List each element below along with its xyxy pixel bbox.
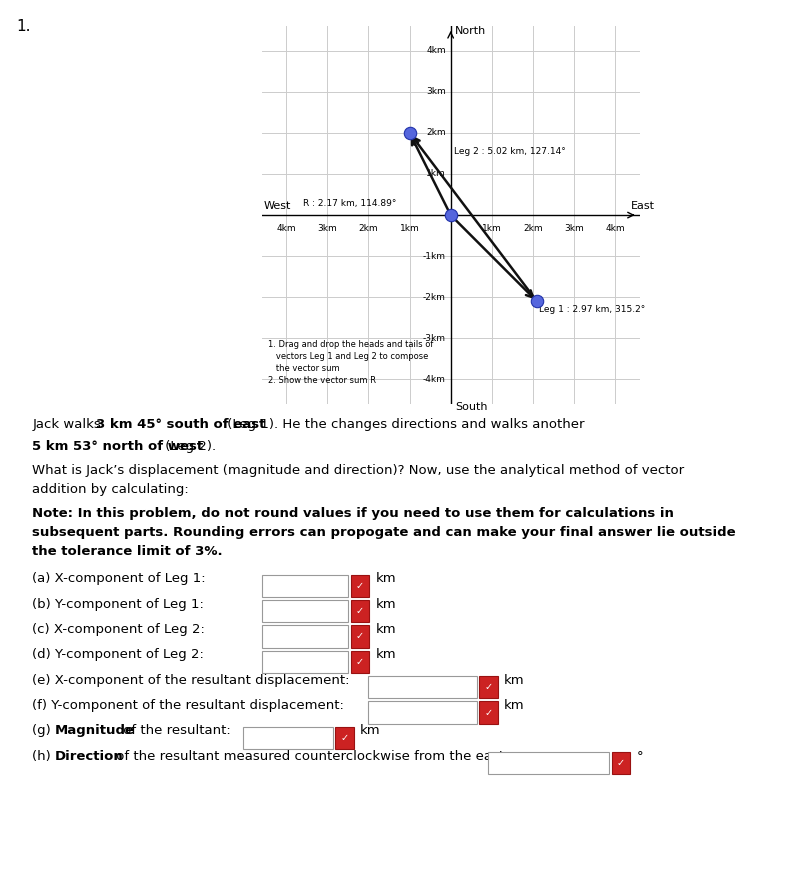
Text: 1. Drag and drop the heads and tails of
   vectors Leg 1 and Leg 2 to compose
  : 1. Drag and drop the heads and tails of … (268, 341, 432, 385)
Text: 1km: 1km (426, 169, 445, 178)
Text: Leg 2 : 5.02 km, 127.14°: Leg 2 : 5.02 km, 127.14° (453, 147, 565, 156)
Text: addition by calculating:: addition by calculating: (32, 483, 189, 496)
Text: km: km (504, 673, 524, 687)
FancyBboxPatch shape (488, 753, 608, 774)
Text: (Leg 1). He the changes directions and walks another: (Leg 1). He the changes directions and w… (222, 418, 583, 431)
Text: 1km: 1km (481, 224, 501, 233)
Text: (c) X-component of Leg 2:: (c) X-component of Leg 2: (32, 623, 205, 636)
Text: Magnitude: Magnitude (55, 725, 135, 738)
Text: km: km (375, 623, 396, 636)
Text: °: ° (636, 750, 642, 763)
FancyBboxPatch shape (262, 651, 348, 673)
Point (402, 126, 415, 140)
Text: subsequent parts. Rounding errors can propogate and can make your final answer l: subsequent parts. Rounding errors can pr… (32, 526, 736, 539)
FancyBboxPatch shape (350, 574, 369, 597)
Text: What is Jack’s displacement (magnitude and direction)? Now, use the analytical m: What is Jack’s displacement (magnitude a… (32, 464, 684, 477)
Text: R : 2.17 km, 114.89°: R : 2.17 km, 114.89° (303, 199, 396, 208)
FancyBboxPatch shape (350, 626, 369, 647)
Text: (d) Y-component of Leg 2:: (d) Y-component of Leg 2: (32, 648, 204, 661)
Text: 4km: 4km (604, 224, 624, 233)
Point (530, 295, 543, 308)
Text: of the resultant:: of the resultant: (119, 725, 230, 738)
Text: Leg 1 : 2.97 km, 315.2°: Leg 1 : 2.97 km, 315.2° (539, 306, 645, 315)
Text: 3km: 3km (426, 87, 445, 96)
Text: km: km (359, 725, 380, 738)
Text: 2km: 2km (358, 224, 378, 233)
Text: (a) X-component of Leg 1:: (a) X-component of Leg 1: (32, 573, 206, 585)
Text: ✓: ✓ (355, 632, 363, 641)
Text: km: km (375, 573, 396, 585)
FancyBboxPatch shape (611, 753, 629, 774)
Text: East: East (630, 201, 654, 211)
Text: -3km: -3km (423, 334, 445, 343)
Text: ✓: ✓ (616, 759, 624, 768)
Text: Jack walks: Jack walks (32, 418, 105, 431)
Text: Note: In this problem, do not round values if you need to use them for calculati: Note: In this problem, do not round valu… (32, 507, 673, 521)
Text: km: km (375, 648, 396, 661)
Text: of the resultant measured counterclockwise from the east:: of the resultant measured counterclockwi… (112, 750, 508, 763)
Text: (f) Y-component of the resultant displacement:: (f) Y-component of the resultant displac… (32, 699, 344, 712)
FancyBboxPatch shape (350, 651, 369, 673)
Text: 4km: 4km (277, 224, 296, 233)
FancyBboxPatch shape (350, 600, 369, 622)
Text: ✓: ✓ (484, 682, 492, 693)
Text: 1km: 1km (399, 224, 419, 233)
Text: Direction: Direction (55, 750, 124, 763)
FancyBboxPatch shape (262, 626, 348, 647)
Text: km: km (375, 598, 396, 611)
Text: -4km: -4km (423, 375, 445, 384)
FancyBboxPatch shape (367, 676, 476, 699)
Text: (b) Y-component of Leg 1:: (b) Y-component of Leg 1: (32, 598, 204, 611)
Text: 5 km 53° north of west: 5 km 53° north of west (32, 440, 204, 453)
Text: ✓: ✓ (355, 606, 363, 616)
Text: -2km: -2km (423, 293, 445, 302)
Text: ✓: ✓ (355, 580, 363, 591)
Text: South: South (454, 402, 487, 412)
Text: 3 km 45° south of east: 3 km 45° south of east (97, 418, 265, 431)
Text: 1.: 1. (16, 19, 31, 34)
FancyBboxPatch shape (367, 701, 476, 724)
Text: 3km: 3km (317, 224, 337, 233)
Text: -1km: -1km (423, 252, 445, 261)
Text: West: West (264, 201, 290, 211)
Text: (g): (g) (32, 725, 55, 738)
FancyBboxPatch shape (242, 726, 333, 749)
Text: 4km: 4km (426, 46, 445, 56)
Text: ✓: ✓ (355, 657, 363, 667)
FancyBboxPatch shape (478, 676, 497, 699)
Text: 3km: 3km (564, 224, 583, 233)
Text: North: North (454, 26, 486, 36)
Text: 2km: 2km (426, 129, 445, 137)
Point (444, 208, 457, 222)
Text: ✓: ✓ (484, 707, 492, 718)
Text: (Leg 2).: (Leg 2). (161, 440, 216, 453)
Text: (h): (h) (32, 750, 55, 763)
FancyBboxPatch shape (478, 701, 497, 724)
Text: 2km: 2km (522, 224, 542, 233)
Text: ✓: ✓ (340, 733, 348, 743)
FancyBboxPatch shape (262, 600, 348, 622)
Text: km: km (504, 699, 524, 712)
Text: (e) X-component of the resultant displacement:: (e) X-component of the resultant displac… (32, 673, 350, 687)
Text: the tolerance limit of 3%.: the tolerance limit of 3%. (32, 545, 223, 558)
FancyBboxPatch shape (262, 574, 348, 597)
FancyBboxPatch shape (334, 726, 354, 749)
